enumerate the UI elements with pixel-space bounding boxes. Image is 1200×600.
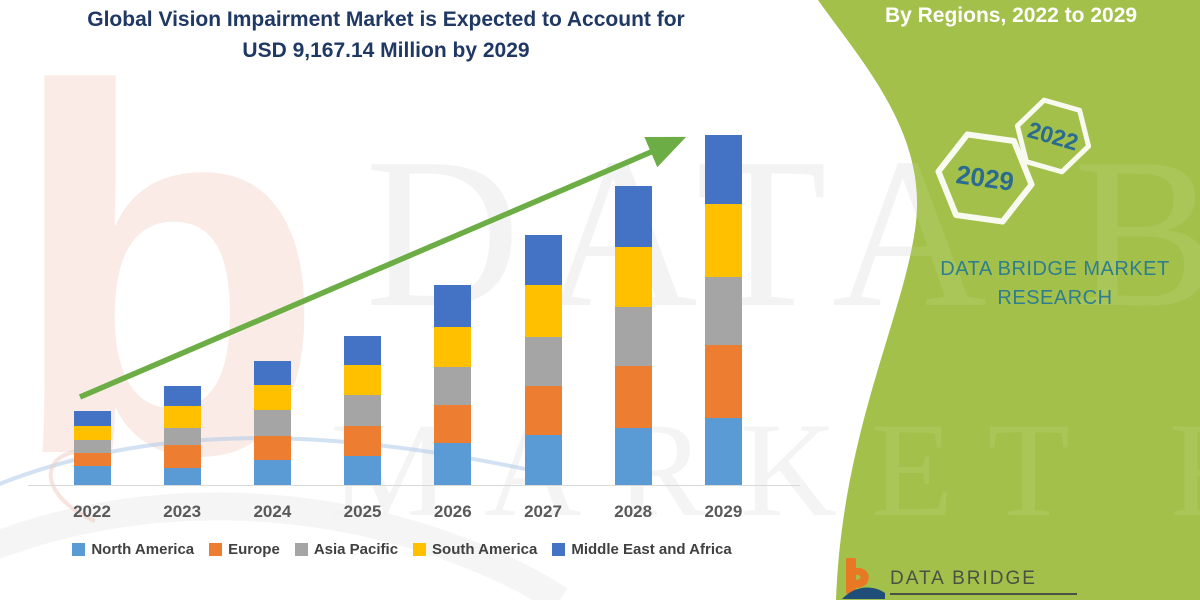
bar-segment-2029-asia-pacific	[704, 276, 742, 345]
bar-segment-2026-south-america	[434, 326, 472, 367]
chart-title-line2: USD 9,167.14 Million by 2029	[242, 39, 530, 62]
bar-segment-2022-middle-east-and-africa	[73, 411, 111, 426]
legend-swatch	[209, 543, 223, 556]
chart-title-line1: Global Vision Impairment Market is Expec…	[87, 8, 685, 31]
bar-segment-2028-europe	[614, 366, 652, 428]
legend-label: North America	[91, 541, 195, 558]
x-axis-label-2022: 2022	[73, 502, 111, 521]
bar-segment-2027-middle-east-and-africa	[524, 235, 562, 286]
bar-segment-2029-south-america	[704, 204, 742, 277]
x-axis-label-2023: 2023	[163, 502, 202, 521]
legend-item-europe: Europe	[209, 541, 280, 558]
legend-swatch	[72, 543, 86, 556]
brand-text-line1: DATA BRIDGE MARKET	[940, 258, 1170, 280]
bar-segment-2023-middle-east-and-africa	[163, 386, 201, 407]
gray-swirl-watermark	[0, 492, 568, 600]
bar-segment-2029-middle-east-and-africa	[704, 135, 742, 205]
legend-swatch	[294, 543, 308, 556]
bar-segment-2025-south-america	[344, 365, 382, 396]
bar-segment-2026-asia-pacific	[434, 366, 472, 406]
x-axis-label-2027: 2027	[524, 502, 562, 521]
legend-label: Asia Pacific	[313, 541, 399, 558]
bar-segment-2024-europe	[253, 436, 291, 461]
legend-item-middle-east-and-africa: Middle East and Africa	[552, 541, 732, 558]
bar-segment-2023-asia-pacific	[163, 427, 201, 445]
bar-segment-2027-south-america	[524, 285, 562, 337]
x-axis-label-2024: 2024	[253, 502, 292, 521]
bar-segment-2024-south-america	[253, 385, 291, 411]
bar-segment-2023-south-america	[163, 406, 201, 428]
panel-heading: By Regions, 2022 to 2029	[884, 4, 1138, 27]
bar-segment-2028-north-america	[614, 427, 652, 485]
bar-segment-2026-europe	[434, 405, 472, 444]
bar-segment-2023-europe	[163, 444, 201, 468]
legend-swatch	[552, 543, 566, 556]
bar-segment-2026-middle-east-and-africa	[434, 285, 472, 327]
brand-text-line2: RESEARCH	[997, 287, 1113, 309]
legend-swatch	[413, 543, 427, 556]
side-panel-shape	[818, 0, 1200, 600]
bar-segment-2028-middle-east-and-africa	[614, 186, 652, 247]
bar-segment-2025-middle-east-and-africa	[344, 336, 382, 366]
x-axis-label-2028: 2028	[614, 502, 653, 521]
chart-legend: North America Europe Asia Pacific South Ame…	[20, 541, 784, 558]
logo-name: DATA BRIDGE	[890, 568, 1077, 595]
logo-sub: MARKET RESEARCH	[892, 597, 1090, 600]
bar-2022	[73, 411, 111, 485]
legend-item-south-america: South America	[413, 541, 537, 558]
brand-text: DATA BRIDGE MARKET RESEARCH	[930, 255, 1180, 313]
bar-segment-2029-north-america	[704, 417, 742, 485]
bar-2024	[253, 361, 291, 485]
bar-2025	[344, 336, 382, 485]
legend-label: South America	[432, 541, 538, 558]
bar-segment-2024-north-america	[253, 460, 291, 485]
bar-2027	[524, 235, 562, 485]
bar-2023	[163, 386, 201, 485]
panel-watermark-line2: MARKET RESEARCH	[330, 396, 1200, 545]
bar-segment-2026-north-america	[434, 443, 472, 485]
bar-segment-2024-asia-pacific	[253, 410, 291, 437]
bar-segment-2022-europe	[73, 452, 111, 466]
bar-segment-2028-south-america	[614, 246, 652, 307]
bar-segment-2025-europe	[344, 426, 382, 456]
bar-2026	[434, 285, 472, 485]
legend-label: Middle East and Africa	[571, 541, 732, 558]
logo-b-icon	[842, 558, 885, 599]
bar-segment-2029-europe	[704, 344, 742, 418]
chart-title: Global Vision Impairment Market is Expec…	[28, 4, 744, 66]
x-axis-label-2025: 2025	[343, 502, 382, 521]
bar-2028	[614, 186, 652, 485]
legend-item-asia-pacific: Asia Pacific	[294, 541, 399, 558]
bar-segment-2025-asia-pacific	[344, 395, 382, 427]
bar-segment-2024-middle-east-and-africa	[253, 361, 291, 386]
trend-arrow-line	[78, 136, 687, 400]
bar-segment-2022-south-america	[73, 425, 111, 441]
x-axis-label-2026: 2026	[433, 502, 472, 521]
bar-segment-2025-north-america	[344, 455, 382, 485]
bar-segment-2028-asia-pacific	[614, 306, 652, 367]
legend-label: Europe	[228, 541, 280, 558]
bar-segment-2022-asia-pacific	[73, 440, 111, 453]
bar-segment-2027-north-america	[524, 435, 562, 485]
company-logo: DATA BRIDGE MARKET RESEARCH	[840, 556, 1100, 600]
bar-2029	[704, 135, 742, 485]
bar-segment-2027-europe	[524, 385, 562, 435]
bar-segment-2022-north-america	[73, 465, 111, 485]
legend-item-north-america: North America	[72, 541, 194, 558]
x-axis-line	[28, 485, 800, 486]
bar-segment-2027-asia-pacific	[524, 336, 562, 386]
x-axis-label-2029: 2029	[704, 502, 743, 521]
bar-segment-2023-north-america	[163, 467, 201, 485]
